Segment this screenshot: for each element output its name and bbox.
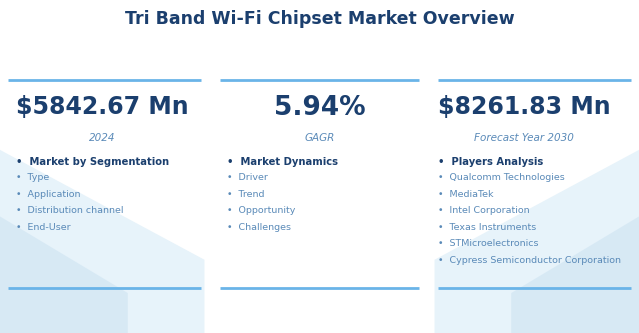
Text: •  Driver: • Driver (227, 173, 268, 182)
Polygon shape (0, 150, 204, 333)
Text: •  Players Analysis: • Players Analysis (438, 157, 543, 166)
Text: •  Challenges: • Challenges (227, 222, 291, 231)
Text: •  Type: • Type (16, 173, 49, 182)
Text: •  Intel Corporation: • Intel Corporation (438, 206, 529, 215)
Text: Tri Band Wi-Fi Chipset Market Overview: Tri Band Wi-Fi Chipset Market Overview (125, 10, 514, 28)
Polygon shape (435, 150, 639, 333)
Polygon shape (0, 216, 128, 333)
Text: •  Cypress Semiconductor Corporation: • Cypress Semiconductor Corporation (438, 255, 620, 264)
Text: •  Texas Instruments: • Texas Instruments (438, 222, 536, 231)
Text: •  MediaTek: • MediaTek (438, 189, 493, 198)
Text: •  STMicroelectronics: • STMicroelectronics (438, 239, 538, 248)
Text: •  Opportunity: • Opportunity (227, 206, 295, 215)
Text: Forecast Year 2030: Forecast Year 2030 (474, 133, 574, 143)
Polygon shape (511, 216, 639, 333)
Text: •  End-User: • End-User (16, 222, 70, 231)
Text: GAGR: GAGR (304, 133, 335, 143)
Text: 2024: 2024 (89, 133, 116, 143)
Text: $5842.67 Mn: $5842.67 Mn (16, 95, 189, 119)
Text: •  Distribution channel: • Distribution channel (16, 206, 123, 215)
Text: •  Market Dynamics: • Market Dynamics (227, 157, 338, 166)
Text: •  Application: • Application (16, 189, 81, 198)
Text: •  Market by Segmentation: • Market by Segmentation (16, 157, 169, 166)
Text: $8261.83 Mn: $8261.83 Mn (438, 95, 610, 119)
Text: •  Qualcomm Technologies: • Qualcomm Technologies (438, 173, 564, 182)
Text: •  Trend: • Trend (227, 189, 265, 198)
Text: 5.94%: 5.94% (273, 95, 366, 121)
